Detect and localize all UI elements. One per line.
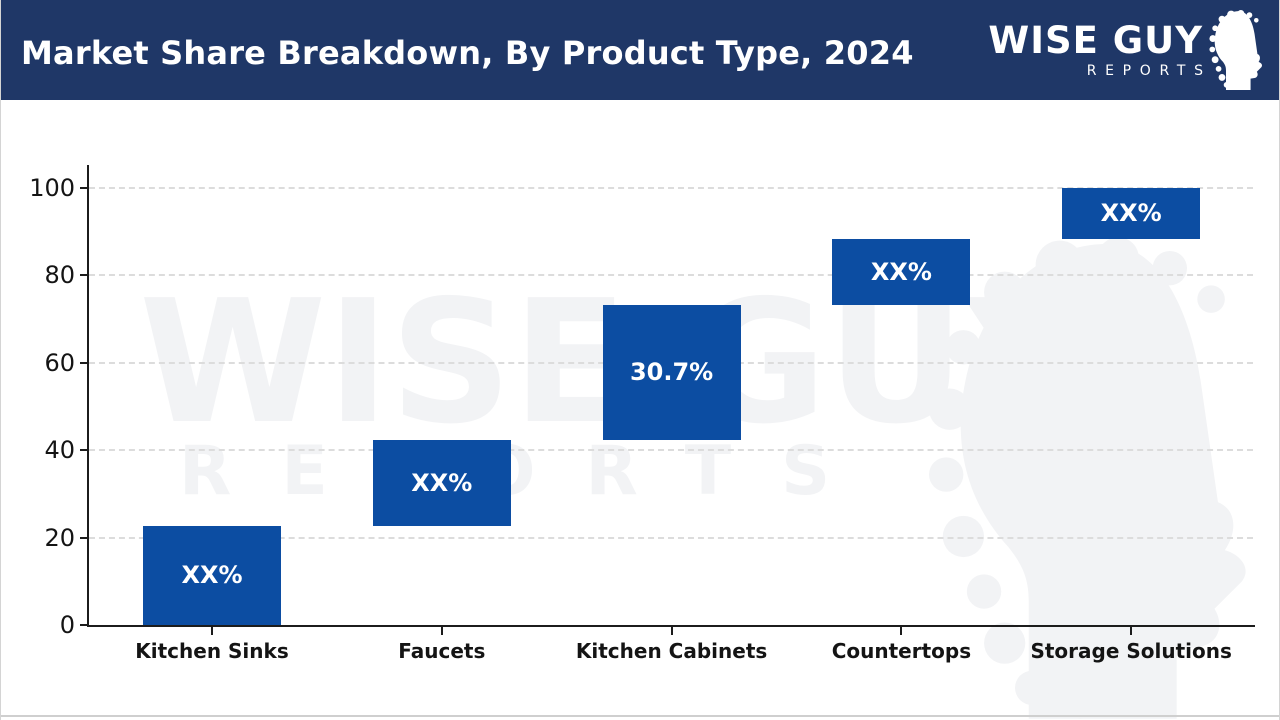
- x-tick-2: [440, 627, 443, 635]
- y-tick-label-0: 0: [59, 611, 75, 639]
- y-tick-label-100: 100: [29, 173, 75, 202]
- bar-value-label: XX%: [411, 468, 473, 497]
- y-tick-label-80: 80: [44, 261, 75, 289]
- logo-wordmark: WISE GUY REPORTS: [988, 19, 1203, 78]
- x-category-label-kitchen-sinks: Kitchen Sinks: [135, 639, 289, 663]
- header-bar: Market Share Breakdown, By Product Type,…: [1, 0, 1279, 100]
- gridline-40: [89, 449, 1253, 451]
- y-tick-20: [80, 536, 88, 539]
- x-tick-5: [1130, 627, 1133, 635]
- logo-wordmark-bottom: REPORTS: [1086, 62, 1212, 79]
- bar-kitchen-sinks: XX%: [143, 525, 281, 625]
- x-tick-3: [670, 627, 673, 635]
- bar-value-label: 30.7%: [629, 358, 714, 387]
- y-axis-spine: [87, 165, 89, 627]
- x-category-label-kitchen-cabinets: Kitchen Cabinets: [575, 639, 768, 663]
- y-tick-label-20: 20: [44, 523, 75, 552]
- y-tick-label-60: 60: [44, 348, 75, 377]
- bar-value-label: XX%: [1100, 199, 1162, 228]
- bar-kitchen-cabinets: 30.7%: [602, 305, 741, 440]
- bottom-divider: [1, 715, 1279, 717]
- x-axis-spine: [87, 625, 1255, 627]
- y-tick-60: [80, 361, 88, 364]
- bar-value-label: XX%: [870, 257, 932, 286]
- x-category-label-storage-solutions: Storage Solutions: [1030, 639, 1232, 663]
- x-category-label-countertops: Countertops: [831, 639, 972, 663]
- logo-wordmark-top: WISE GUY: [988, 19, 1203, 63]
- bar-storage-solutions: XX%: [1062, 187, 1201, 239]
- y-tick-80: [80, 274, 88, 276]
- wise-guy-logo: WISE GUY REPORTS: [988, 8, 1269, 92]
- gridline-100: [89, 186, 1253, 189]
- bar-faucets: XX%: [372, 439, 511, 526]
- x-category-label-faucets: Faucets: [398, 639, 486, 663]
- y-tick-label-40: 40: [44, 436, 75, 464]
- y-tick-40: [80, 449, 88, 451]
- waterfall-chart: WISE GUY REPORTS XX% XX% 30.7% XX% XX% 0 20 40…: [1, 100, 1279, 719]
- bar-countertops: XX%: [832, 238, 971, 306]
- chart-title: Market Share Breakdown, By Product Type,…: [21, 34, 914, 72]
- bar-value-label: XX%: [181, 561, 243, 590]
- x-tick-1: [211, 627, 213, 635]
- gridline-80: [89, 274, 1253, 276]
- gridline-20: [89, 536, 1253, 539]
- logo-head-icon: [1209, 10, 1263, 90]
- x-tick-4: [900, 627, 903, 635]
- y-tick-100: [80, 186, 88, 189]
- y-tick-0: [80, 624, 88, 626]
